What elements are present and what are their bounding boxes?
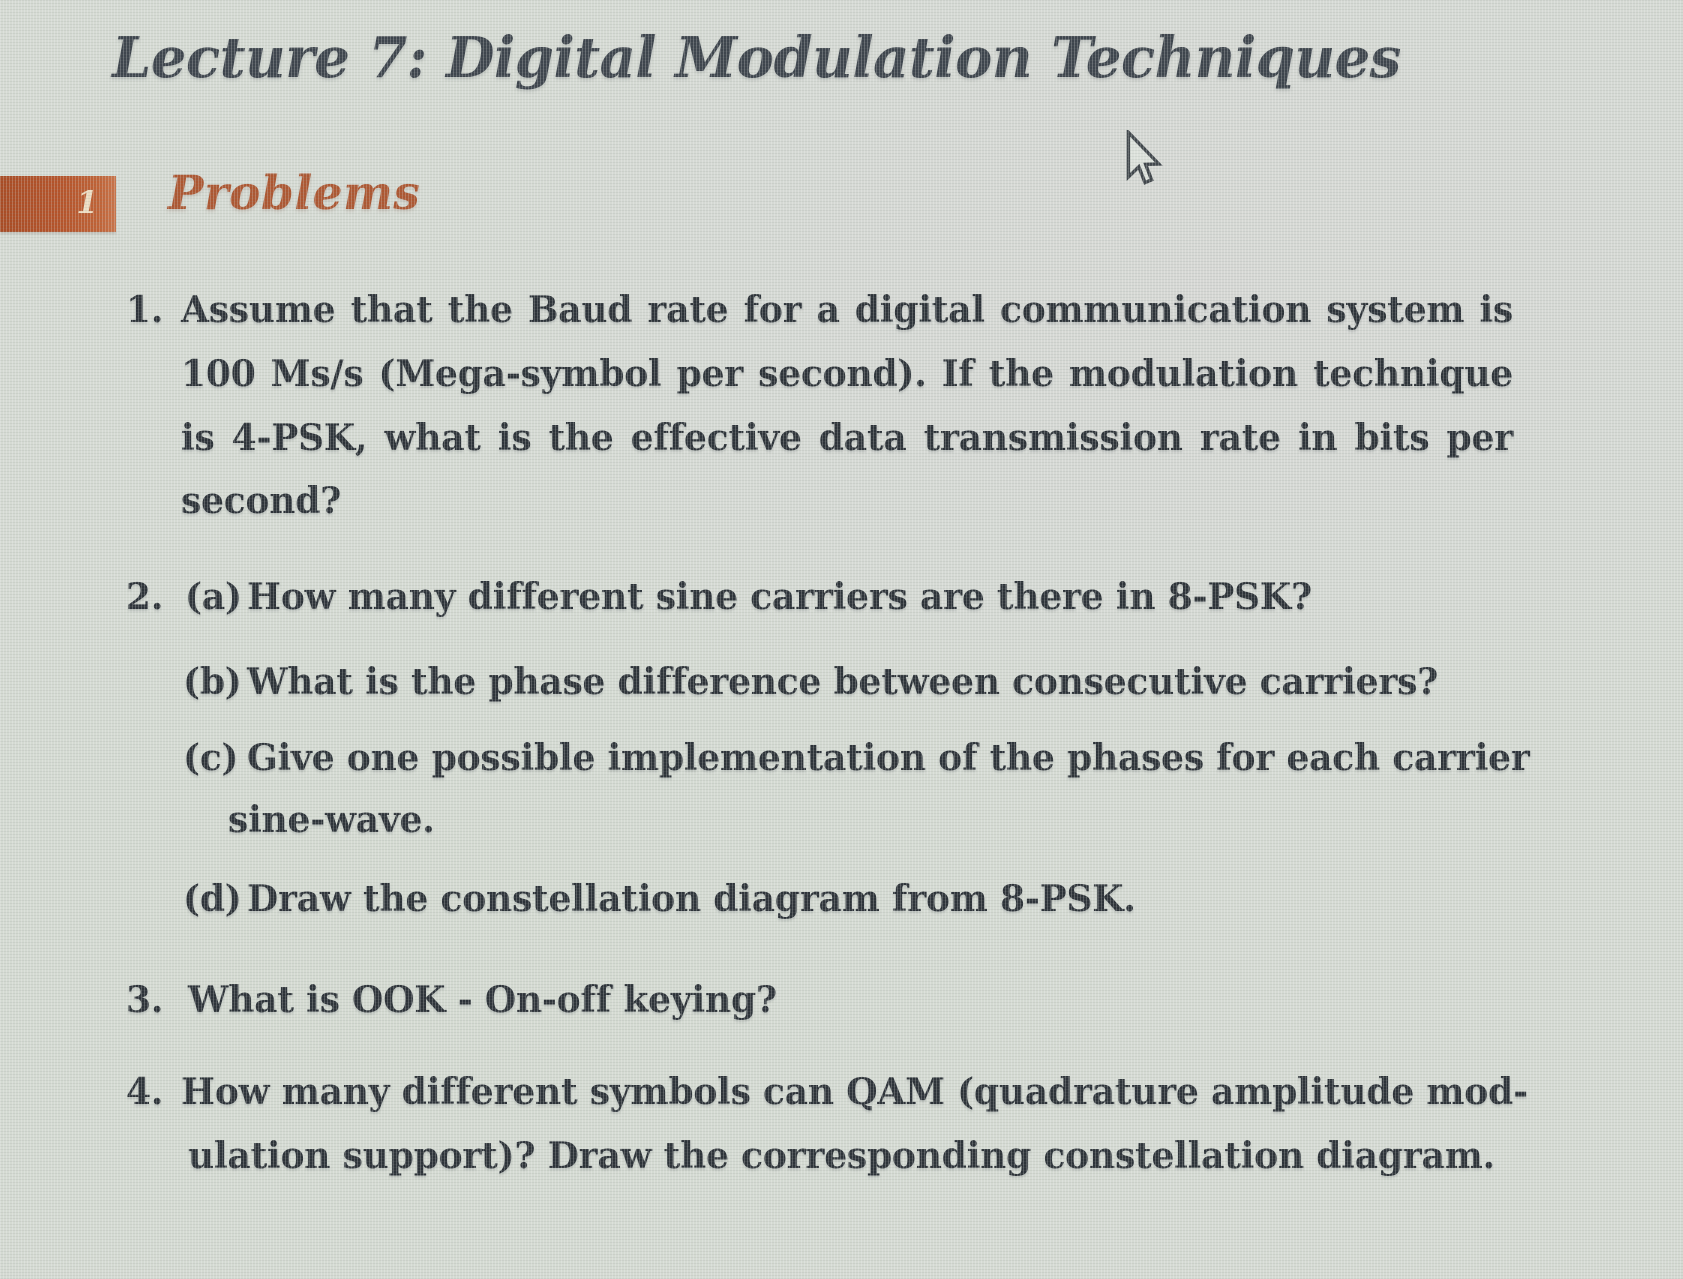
problem-1-number: 1. bbox=[126, 289, 164, 331]
problem-2a-label: (a) bbox=[185, 576, 242, 618]
problem-3-number: 3. bbox=[126, 979, 164, 1021]
problem-2d-text: Draw the constellation diagram from 8-PS… bbox=[247, 878, 1136, 920]
problem-2c-line-1: Give one possible implementation of the … bbox=[247, 737, 1530, 779]
section-number-badge: 1 bbox=[0, 176, 116, 232]
problem-1-line-4: second? bbox=[181, 480, 342, 522]
page-title: Lecture 7: Digital Modulation Techniques bbox=[112, 25, 1401, 91]
mouse-cursor-icon bbox=[1122, 128, 1164, 198]
section-number: 1 bbox=[76, 185, 98, 221]
problem-1-line-1: Assume that the Baud rate for a digital … bbox=[181, 289, 1513, 331]
problem-2-number: 2. bbox=[126, 576, 164, 618]
section-heading: Problems bbox=[168, 166, 421, 221]
problem-2c-line-2: sine-wave. bbox=[228, 799, 435, 841]
problem-2d-label: (d) bbox=[183, 878, 242, 920]
problem-2c-label: (c) bbox=[183, 737, 239, 779]
problem-1-line-3: is 4-PSK, what is the effective data tra… bbox=[181, 417, 1513, 459]
problem-1-line-2: 100 Ms/s (Mega-symbol per second). If th… bbox=[181, 353, 1513, 395]
problem-4-line-1: How many different symbols can QAM (quad… bbox=[181, 1071, 1528, 1113]
problem-4-number: 4. bbox=[126, 1071, 164, 1113]
problem-2a-text: How many different sine carriers are the… bbox=[247, 576, 1312, 618]
problem-2b-text: What is the phase difference between con… bbox=[247, 661, 1439, 703]
problem-2b-label: (b) bbox=[183, 661, 242, 703]
problem-3-text: What is OOK - On-off keying? bbox=[188, 979, 777, 1021]
problem-4-line-2: ulation support)? Draw the corresponding… bbox=[188, 1135, 1495, 1177]
